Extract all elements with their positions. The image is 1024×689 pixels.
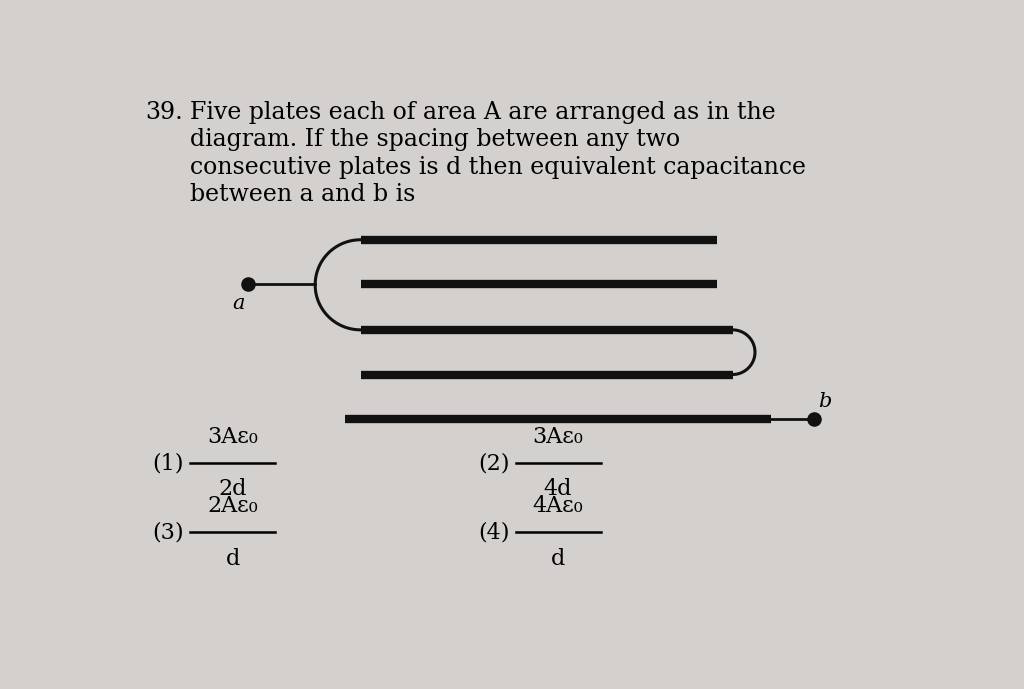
Text: d: d: [551, 548, 565, 570]
Text: diagram. If the spacing between any two: diagram. If the spacing between any two: [190, 128, 680, 152]
Text: consecutive plates is d then equivalent capacitance: consecutive plates is d then equivalent …: [190, 156, 806, 179]
Text: between a and b is: between a and b is: [190, 183, 416, 206]
Text: (2): (2): [478, 452, 509, 474]
Text: 2d: 2d: [218, 478, 247, 500]
Text: 4d: 4d: [544, 478, 572, 500]
Text: 2Aε₀: 2Aε₀: [207, 495, 258, 517]
Text: Five plates each of area A are arranged as in the: Five plates each of area A are arranged …: [190, 101, 776, 124]
Text: 3Aε₀: 3Aε₀: [207, 426, 258, 448]
Text: b: b: [818, 393, 831, 411]
Text: (4): (4): [478, 522, 509, 544]
Text: (1): (1): [153, 452, 183, 474]
Text: (3): (3): [153, 522, 183, 544]
Point: [240, 279, 256, 290]
Text: a: a: [232, 294, 245, 313]
Text: 4Aε₀: 4Aε₀: [532, 495, 584, 517]
Point: [806, 413, 822, 424]
Text: 3Aε₀: 3Aε₀: [532, 426, 584, 448]
Text: 39.: 39.: [145, 101, 183, 124]
Text: d: d: [225, 548, 240, 570]
